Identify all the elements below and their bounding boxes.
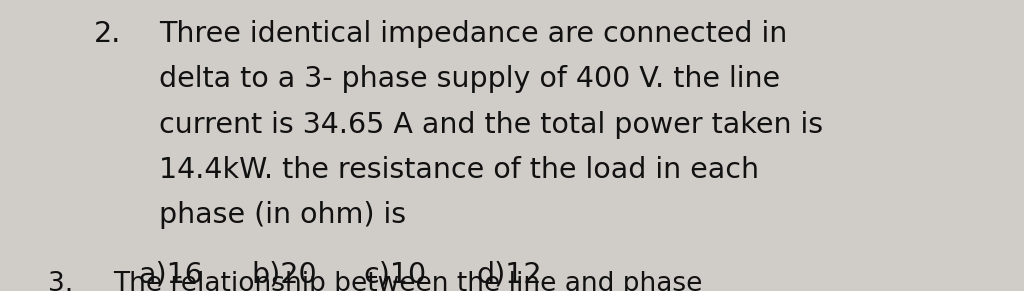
Text: The relationship between the line and phase: The relationship between the line and ph… xyxy=(113,271,702,291)
Text: d)12: d)12 xyxy=(476,260,542,288)
Text: Three identical impedance are connected in: Three identical impedance are connected … xyxy=(159,20,787,48)
Text: phase (in ohm) is: phase (in ohm) is xyxy=(159,201,406,229)
Text: 3.: 3. xyxy=(48,271,74,291)
Text: 2.: 2. xyxy=(94,20,122,48)
Text: current is 34.65 A and the total power taken is: current is 34.65 A and the total power t… xyxy=(159,111,823,139)
Text: delta to a 3- phase supply of 400 V. the line: delta to a 3- phase supply of 400 V. the… xyxy=(159,65,780,93)
Text: a)16: a)16 xyxy=(138,260,203,288)
Text: c)10: c)10 xyxy=(364,260,427,288)
Text: b)20: b)20 xyxy=(251,260,316,288)
Text: 14.4kW. the resistance of the load in each: 14.4kW. the resistance of the load in ea… xyxy=(159,156,759,184)
